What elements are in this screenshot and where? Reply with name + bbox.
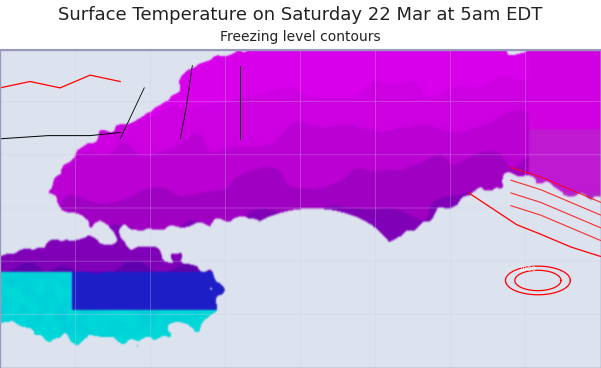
Text: 1000: 1000 [519, 266, 537, 272]
Text: Freezing level contours: Freezing level contours [220, 30, 381, 44]
Text: Surface Temperature on Saturday 22 Mar at 5am EDT: Surface Temperature on Saturday 22 Mar a… [58, 6, 543, 24]
